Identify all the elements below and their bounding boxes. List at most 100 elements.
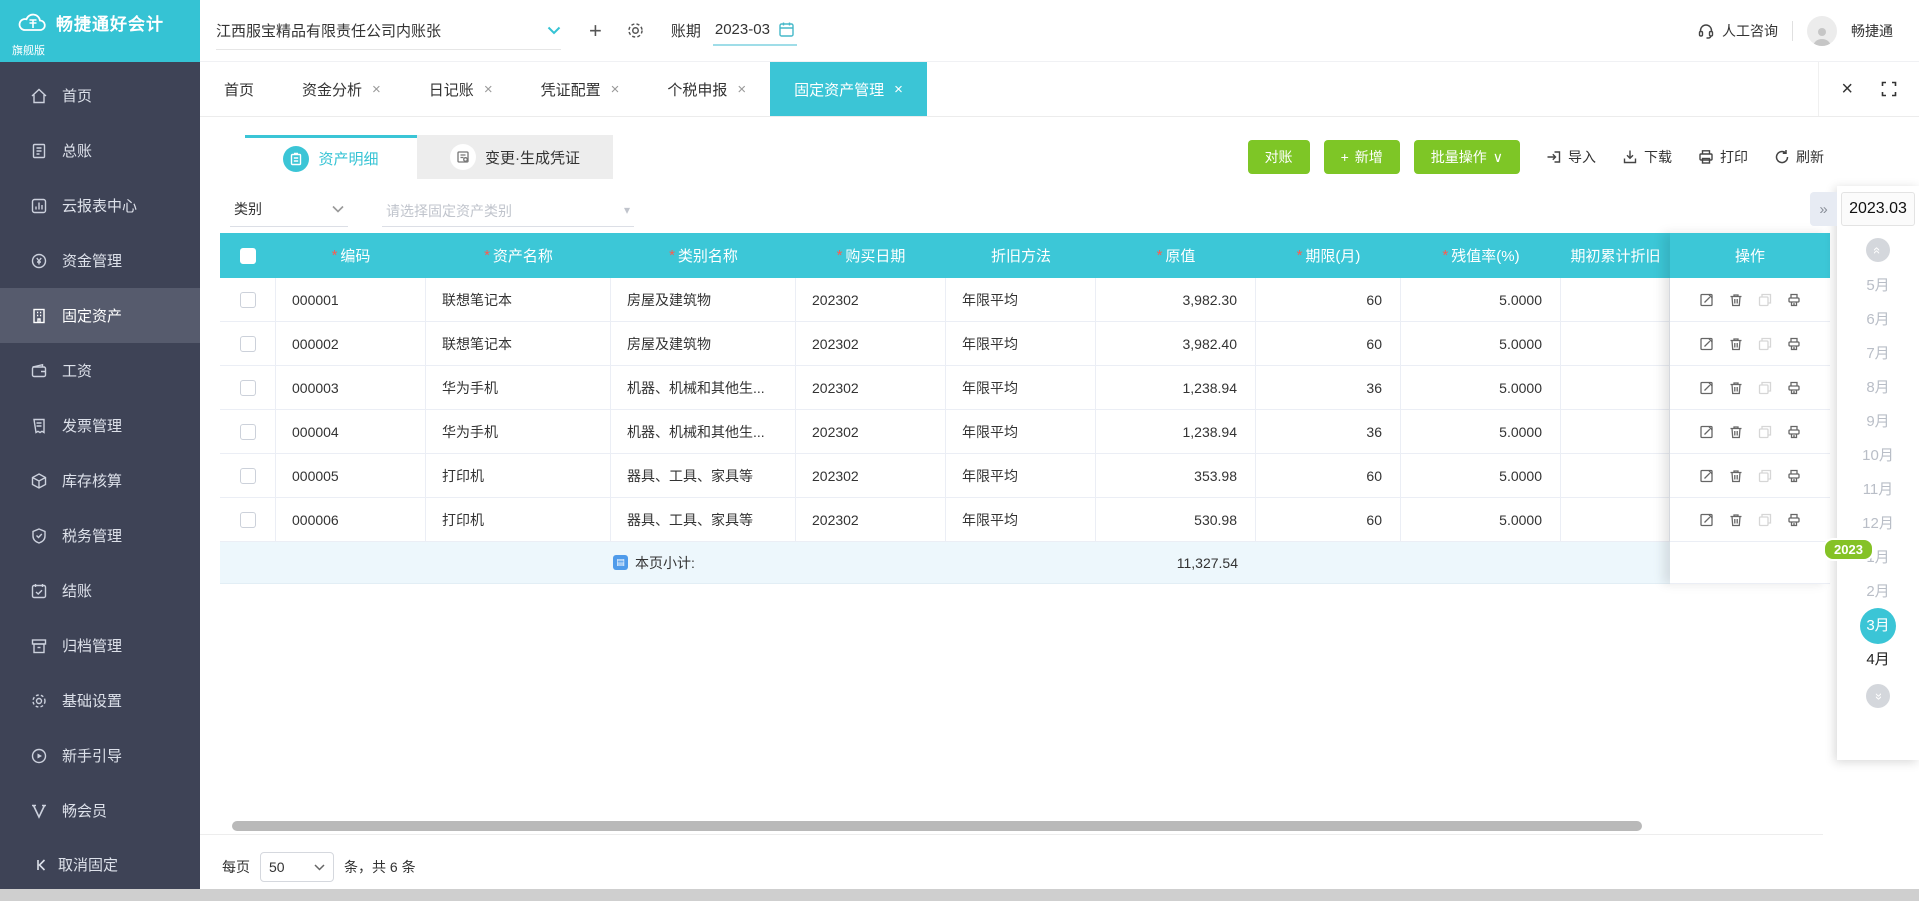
period-picker[interactable]: 2023-03 — [712, 15, 797, 46]
card-print-icon[interactable] — [1786, 468, 1802, 484]
horizontal-scrollbar[interactable] — [232, 821, 1642, 831]
per-page-select[interactable]: 50 — [260, 852, 334, 882]
delete-icon[interactable] — [1728, 468, 1744, 484]
tab-home[interactable]: 首页 — [200, 62, 278, 116]
sidebar-item-home[interactable]: 首页 — [0, 68, 200, 123]
sidebar-item-fixed-assets[interactable]: 固定资产 — [0, 288, 200, 343]
card-print-icon[interactable] — [1786, 336, 1802, 352]
tab-voucher-config[interactable]: 凭证配置 × — [517, 62, 644, 116]
month-item-current[interactable]: 3月 — [1860, 608, 1896, 644]
sidebar-item-general-ledger[interactable]: 总账 — [0, 123, 200, 178]
month-item[interactable]: 11月 — [1862, 481, 1894, 498]
cell-months: 60 — [1256, 454, 1401, 497]
filter-type-select[interactable]: 类别 — [230, 192, 348, 227]
edit-icon[interactable] — [1699, 292, 1715, 308]
row-checkbox[interactable] — [239, 291, 256, 308]
delete-icon[interactable] — [1728, 336, 1744, 352]
scroll-up-icon[interactable]: « — [1866, 238, 1890, 262]
month-item[interactable]: 12月 — [1862, 515, 1894, 532]
close-icon[interactable]: × — [1841, 78, 1853, 100]
collapse-panel-button[interactable]: » — [1810, 192, 1837, 226]
edit-icon[interactable] — [1699, 468, 1715, 484]
month-item[interactable]: 10月 — [1862, 447, 1894, 464]
delete-icon[interactable] — [1728, 424, 1744, 440]
month-item[interactable]: 6月 — [1866, 311, 1890, 328]
sidebar-item-guide[interactable]: 新手引导 — [0, 728, 200, 783]
row-checkbox[interactable] — [239, 423, 256, 440]
edit-icon[interactable] — [1699, 512, 1715, 528]
row-checkbox[interactable] — [239, 379, 256, 396]
add-button[interactable]: + 新增 — [1323, 140, 1400, 174]
add-account-button[interactable]: + — [589, 17, 602, 43]
copy-icon[interactable] — [1757, 468, 1773, 484]
close-tab-icon[interactable]: × — [372, 80, 381, 98]
batch-actions-button[interactable]: 批量操作 ∨ — [1413, 140, 1520, 174]
sidebar-item-tax[interactable]: 税务管理 — [0, 508, 200, 563]
company-selector[interactable]: 江西服宝精品有限责任公司内账张 — [216, 12, 561, 50]
tab-personal-tax[interactable]: 个税申报 × — [643, 62, 770, 116]
edit-icon[interactable] — [1699, 336, 1715, 352]
tab-journal[interactable]: 日记账 × — [405, 62, 517, 116]
unpin-sidebar-button[interactable]: 取消固定 — [0, 854, 200, 875]
delete-icon[interactable] — [1728, 512, 1744, 528]
card-print-icon[interactable] — [1786, 380, 1802, 396]
sidebar-item-cloud-reports[interactable]: 云报表中心 — [0, 178, 200, 233]
print-button[interactable]: 打印 — [1698, 147, 1748, 167]
scroll-down-icon[interactable]: « — [1866, 684, 1890, 708]
edit-icon[interactable] — [1699, 380, 1715, 396]
month-item[interactable]: 9月 — [1866, 413, 1890, 430]
settings-gear-icon[interactable] — [626, 21, 645, 40]
month-item[interactable]: 7月 — [1866, 345, 1890, 362]
subtab-change-voucher[interactable]: 变更·生成凭证 — [417, 135, 613, 179]
reconcile-button[interactable]: 对账 — [1247, 140, 1310, 174]
sidebar-item-member[interactable]: 畅会员 — [0, 783, 200, 838]
close-tab-icon[interactable]: × — [737, 80, 747, 98]
sidebar-item-funds[interactable]: 资金管理 — [0, 233, 200, 288]
close-tab-icon[interactable]: × — [610, 80, 620, 98]
sidebar-item-settings[interactable]: 基础设置 — [0, 673, 200, 728]
avatar[interactable] — [1807, 15, 1837, 46]
divider — [200, 834, 1823, 835]
current-period-box[interactable]: 2023.03 — [1841, 192, 1915, 226]
human-support-button[interactable]: 人工咨询 — [1697, 21, 1778, 41]
copy-icon[interactable] — [1757, 336, 1773, 352]
user-name[interactable]: 畅捷通 — [1851, 22, 1893, 39]
select-all-checkbox[interactable] — [240, 247, 256, 264]
sidebar-item-archive[interactable]: 归档管理 — [0, 618, 200, 673]
edit-icon[interactable] — [1699, 424, 1715, 440]
refresh-button[interactable]: 刷新 — [1774, 147, 1824, 167]
download-button[interactable]: 下载 — [1622, 147, 1672, 167]
close-tab-icon[interactable]: × — [894, 80, 903, 98]
copy-icon[interactable] — [1757, 380, 1773, 396]
sidebar-item-salary[interactable]: 工资 — [0, 343, 200, 398]
subtab-asset-details[interactable]: 资产明细 — [245, 135, 417, 179]
card-print-icon[interactable] — [1786, 512, 1802, 528]
month-item[interactable]: 8月 — [1866, 379, 1890, 396]
sidebar-item-invoices[interactable]: 发票管理 — [0, 398, 200, 453]
copy-icon[interactable] — [1757, 292, 1773, 308]
cell-category: 器具、工具、家具等 — [611, 454, 796, 497]
tab-funds-analysis[interactable]: 资金分析 × — [278, 62, 405, 116]
month-item[interactable]: 4月 — [1866, 651, 1890, 668]
row-checkbox[interactable] — [239, 467, 256, 484]
month-item[interactable]: 5月 — [1866, 277, 1890, 294]
copy-icon[interactable] — [1757, 512, 1773, 528]
import-button[interactable]: 导入 — [1546, 147, 1596, 167]
card-print-icon[interactable] — [1786, 292, 1802, 308]
delete-icon[interactable] — [1728, 380, 1744, 396]
cell-initial — [1561, 322, 1670, 365]
sidebar-item-inventory[interactable]: 库存核算 — [0, 453, 200, 508]
tab-fixed-assets[interactable]: 固定资产管理 × — [770, 62, 927, 116]
copy-icon[interactable] — [1757, 424, 1773, 440]
delete-icon[interactable] — [1728, 292, 1744, 308]
open-tabs-bar: 首页 资金分析 × 日记账 × 凭证配置 × 个税申报 × 固定资产管理 × × — [200, 62, 1919, 117]
card-print-icon[interactable] — [1786, 424, 1802, 440]
fullscreen-icon[interactable] — [1881, 81, 1897, 97]
category-filter-input[interactable] — [382, 196, 634, 227]
sidebar-item-closing[interactable]: 结账 — [0, 563, 200, 618]
month-item[interactable]: 2月 — [1866, 583, 1890, 600]
row-checkbox[interactable] — [239, 511, 256, 528]
shield-icon — [30, 527, 48, 545]
row-checkbox[interactable] — [239, 335, 256, 352]
close-tab-icon[interactable]: × — [483, 80, 493, 98]
